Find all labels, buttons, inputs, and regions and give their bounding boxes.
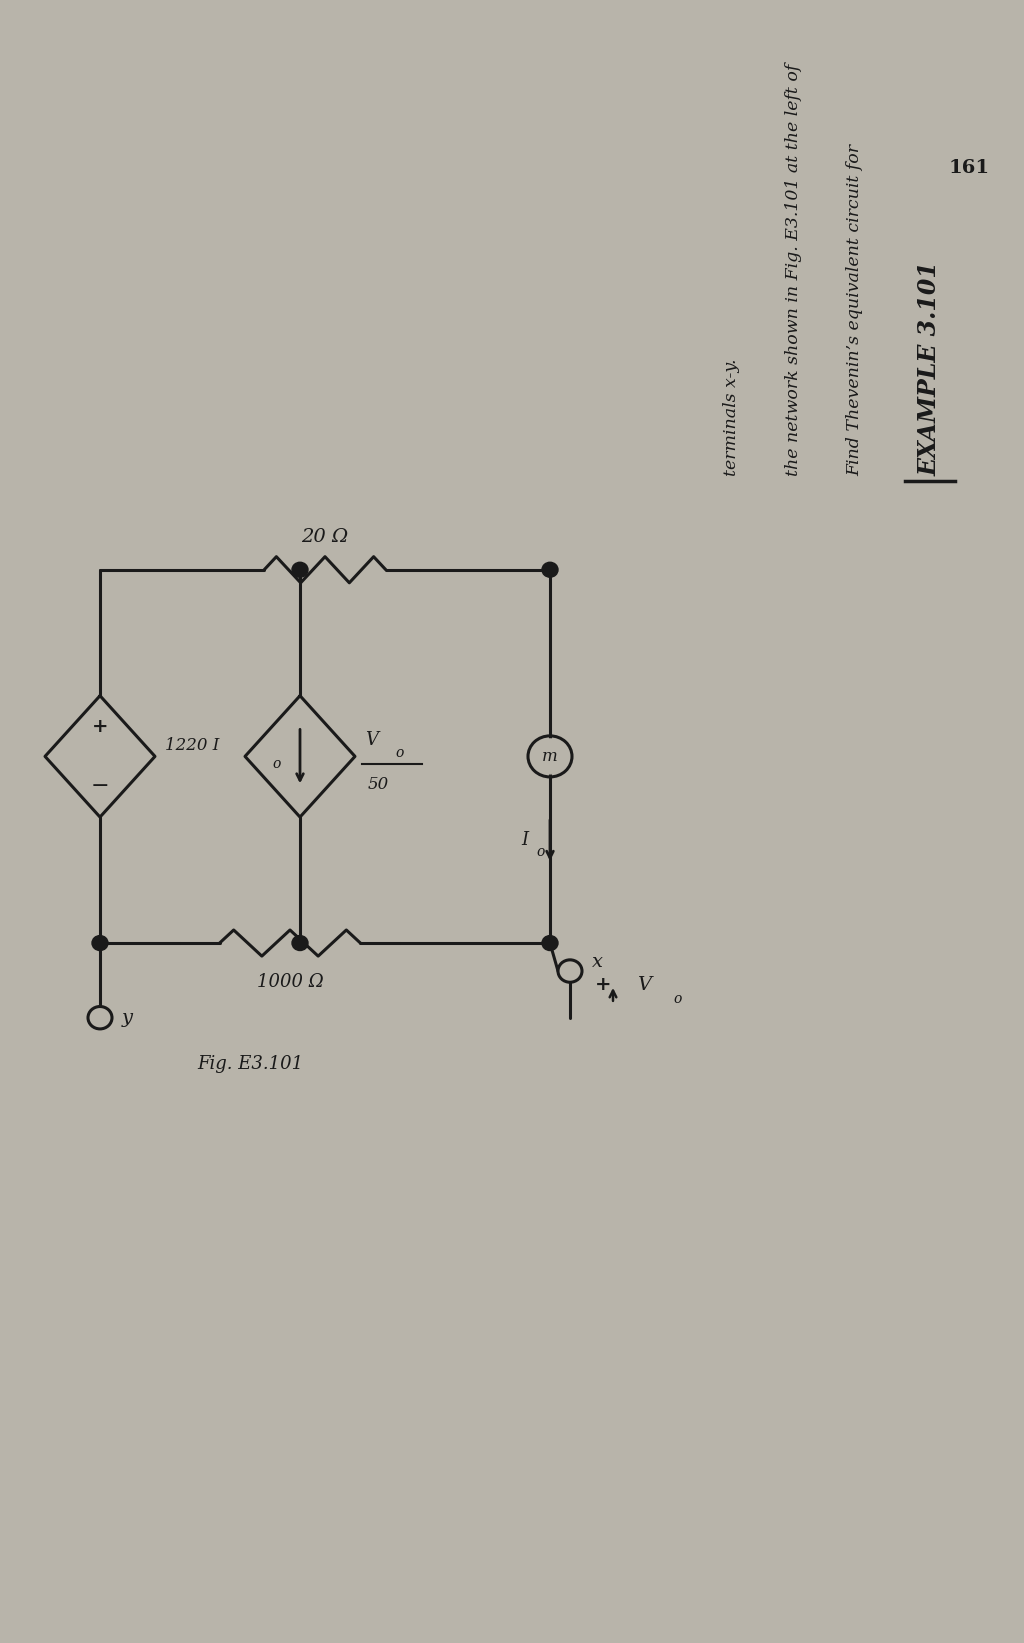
Text: terminals x-y.: terminals x-y. [723,358,739,476]
Text: V: V [637,976,651,994]
Text: 161: 161 [949,159,990,177]
Text: 50: 50 [368,775,389,794]
Circle shape [292,562,308,577]
Text: +: + [92,718,109,736]
Text: o: o [537,845,545,859]
Text: V: V [365,731,378,749]
Text: Find Thevenin’s equivalent circuit for: Find Thevenin’s equivalent circuit for [847,145,863,476]
Text: 1220 I: 1220 I [165,736,219,754]
Circle shape [90,1009,111,1027]
Circle shape [542,562,558,577]
Text: 1000 Ω: 1000 Ω [257,973,324,991]
Text: Fig. E3.101: Fig. E3.101 [197,1055,303,1073]
Text: m: m [542,748,558,766]
Text: +: + [595,976,611,994]
Circle shape [92,935,108,951]
Circle shape [542,935,558,951]
Circle shape [531,739,568,774]
Text: I: I [521,831,528,849]
Text: o: o [272,757,281,771]
Text: 20 Ω: 20 Ω [301,529,348,547]
Circle shape [560,961,581,981]
Text: o: o [395,746,403,759]
Circle shape [292,935,308,951]
Text: EXAMPLE 3.101: EXAMPLE 3.101 [918,261,942,476]
Text: o: o [673,992,681,1006]
Text: x: x [592,953,603,971]
Text: the network shown in Fig. E3.101 at the left of: the network shown in Fig. E3.101 at the … [784,64,802,476]
Text: −: − [91,775,110,797]
Text: y: y [122,1009,133,1027]
